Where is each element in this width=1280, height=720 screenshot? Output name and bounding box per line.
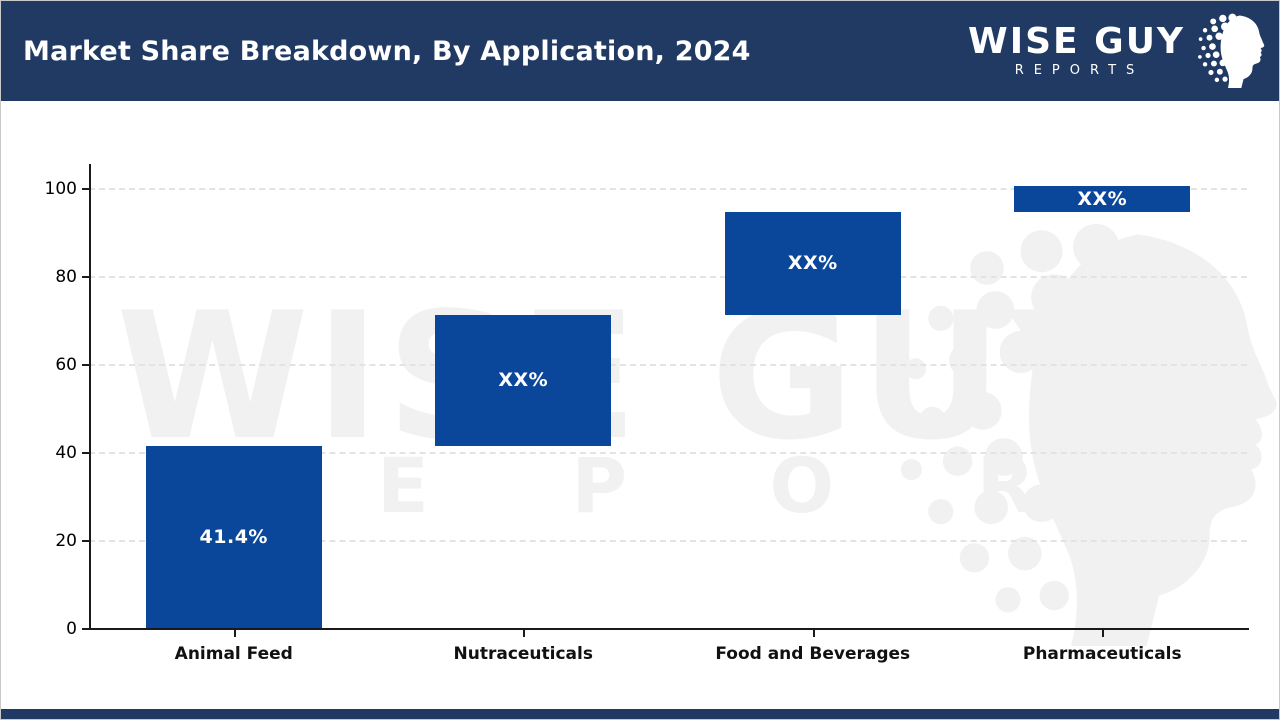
- brand-subname: REPORTS: [1014, 63, 1145, 78]
- bar-value-label: XX%: [498, 369, 549, 392]
- x-tick-3: [1102, 630, 1105, 637]
- header: Market Share Breakdown, By Application, …: [1, 1, 1279, 101]
- watermark-face-profile-icon: [900, 223, 1277, 646]
- y-tick-0: [82, 628, 89, 630]
- x-tick-2: [812, 630, 815, 637]
- y-tick-60: [82, 364, 89, 367]
- bar-value-label: XX%: [1077, 187, 1128, 210]
- brand-logo-text: WISE GUY REPORTS: [967, 21, 1185, 79]
- y-tick-100: [82, 188, 89, 191]
- x-tick-0: [233, 630, 236, 637]
- y-tick-label-80: 80: [55, 267, 77, 288]
- bar-food-and-beverages: XX%: [724, 211, 901, 315]
- brand-logo: WISE GUY REPORTS: [968, 13, 1279, 89]
- x-tick-1: [523, 630, 526, 637]
- chart-title: Market Share Breakdown, By Application, …: [23, 35, 751, 67]
- y-tick-label-100: 100: [44, 179, 77, 200]
- y-tick-label-40: 40: [55, 443, 77, 464]
- gridline-60: [89, 364, 1247, 367]
- bar-nutraceuticals: XX%: [435, 314, 612, 446]
- y-tick-20: [82, 540, 89, 543]
- y-tick-40: [82, 452, 89, 455]
- watermark-subtext: R E P O R T S: [176, 441, 1280, 530]
- y-tick-80: [82, 276, 89, 279]
- x-axis-label-nutraceuticals: Nutraceuticals: [453, 644, 593, 664]
- x-axis-label-food-and-beverages: Food and Beverages: [715, 644, 911, 664]
- gridline-40: [89, 452, 1247, 455]
- face-profile-dots-icon: [1198, 13, 1265, 89]
- gridline-80: [89, 276, 1247, 279]
- x-axis-label-pharmaceuticals: Pharmaceuticals: [1022, 644, 1182, 664]
- bar-value-label: XX%: [787, 252, 838, 275]
- bar-animal-feed: 41.4%: [145, 445, 322, 628]
- plot-region: WISE GUY R E P O R T S 41.4%XX%XX%XX%020…: [1, 101, 1280, 711]
- y-axis-line: [89, 164, 91, 628]
- y-tick-label-20: 20: [55, 531, 77, 552]
- x-axis-label-animal-feed: Animal Feed: [174, 644, 293, 664]
- y-tick-label-0: 0: [66, 619, 77, 639]
- gridline-100: [89, 188, 1247, 191]
- footer-strip: [1, 709, 1279, 719]
- x-axis-line: [89, 628, 1249, 630]
- bar-pharmaceuticals: XX%: [1014, 185, 1191, 212]
- gridline-20: [89, 540, 1247, 543]
- brand-name: WISE GUY: [967, 21, 1185, 62]
- y-tick-label-60: 60: [55, 355, 77, 376]
- bar-value-label: 41.4%: [199, 525, 268, 548]
